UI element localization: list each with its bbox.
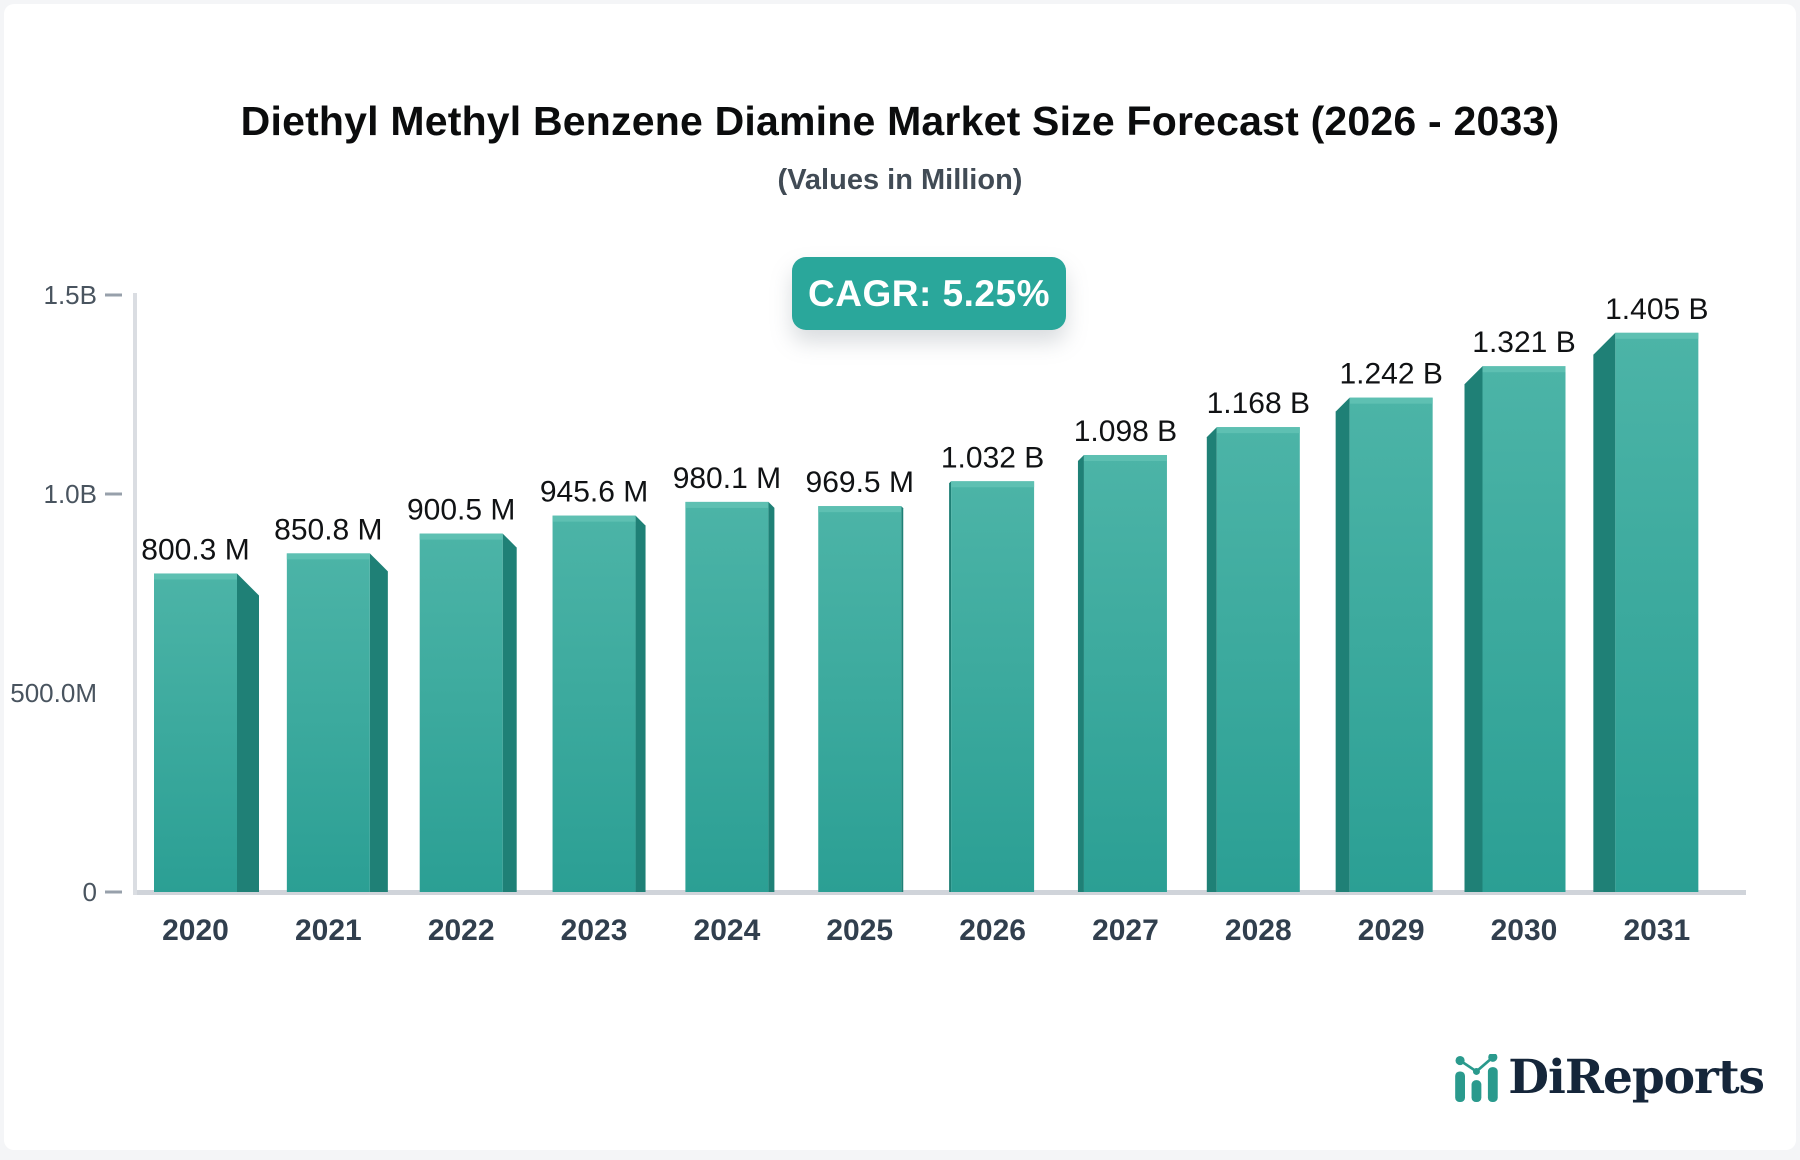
bar-top-face [286,553,370,560]
bar-2021 [286,553,388,892]
bar-front-face [286,553,370,892]
chart-title: Diethyl Methyl Benzene Diamine Market Si… [240,98,1560,144]
axes: 1.5B 1.0B 500.0M 0 [10,280,1746,907]
bar-side-face [369,553,388,892]
bar-top-face [818,506,902,513]
y-tick-label: 1.5B [44,280,98,310]
cagr-badge: CAGR: 5.25% [792,257,1066,330]
bar-top-face [1615,332,1699,339]
bar-front-face [1216,427,1300,892]
x-axis-year-label: 2030 [1491,914,1558,947]
bar-value-label: 945.6 M [540,476,648,509]
bar-value-label: 1.168 B [1207,387,1310,420]
x-axis-year-label: 2028 [1225,914,1292,947]
x-axis-year-label: 2024 [694,914,761,947]
x-axis-year-label: 2020 [162,914,229,947]
bar-2026 [949,481,1035,892]
bar-front-face [818,506,902,892]
bar-front-face [1482,366,1566,892]
bar-value-label: 1.321 B [1472,326,1575,359]
bar-front-face [1615,332,1699,892]
bar-top-face [1349,397,1433,404]
bar-2025 [818,506,904,892]
bar-top-face [1083,454,1167,461]
bar-front-face [154,573,237,892]
bar-side-face [1206,427,1217,892]
bar-front-face [552,515,636,892]
x-axis-year-label: 2029 [1358,914,1425,947]
x-axis-year-label: 2021 [295,914,362,947]
bar-value-label: 1.032 B [941,441,1044,474]
x-axis-year-label: 2031 [1623,914,1690,947]
bar-front-face [1083,454,1167,892]
bar-value-label: 1.405 B [1605,293,1708,326]
bar-front-face [1349,397,1433,892]
bar-top-face [419,533,503,540]
bar-2028 [1206,427,1300,892]
bar-chart: 1.5B 1.0B 500.0M 0 800.3 M 2020 850.8 M 2021 90… [10,280,1746,947]
bar-value-label: 1.098 B [1074,415,1177,448]
x-axis-year-label: 2026 [959,914,1026,947]
bar-2023 [552,515,646,892]
bar-2030 [1464,366,1566,892]
bar-side-face [1593,332,1616,892]
y-axis-line [133,293,137,895]
bar-2031 [1593,332,1699,892]
bar-side-face [502,533,517,892]
bar-2027 [1077,454,1167,892]
bar-front-face [951,481,1035,892]
bar-top-face [154,573,237,580]
bar-top-face [951,481,1035,488]
labels: 800.3 M 2020 850.8 M 2021 900.5 M 2022 945.6 M… [141,293,1708,947]
bar-top-face [1216,427,1300,434]
bar-2020 [154,573,259,892]
bar-top-face [1482,366,1566,373]
x-axis-year-label: 2025 [826,914,893,947]
x-axis-year-label: 2023 [561,914,628,947]
y-tick-label: 500.0M [10,678,97,708]
y-tick-label: 0 [83,877,97,907]
bar-value-label: 980.1 M [673,462,781,495]
bar-line-chart-icon [1455,1054,1498,1102]
chart-subtitle: (Values in Million) [777,164,1023,196]
chart-card: Diethyl Methyl Benzene Diamine Market Si… [4,4,1796,1150]
direports-logo: DiReports [1455,1050,1765,1105]
x-axis-year-label: 2027 [1092,914,1159,947]
bar-2024 [685,501,775,892]
bar-value-label: 800.3 M [141,533,249,566]
bar-top-face [552,515,636,522]
bar-side-face [635,515,646,892]
bar-value-label: 1.242 B [1339,358,1442,391]
bar-side-face [949,481,952,892]
bar-2029 [1335,397,1433,892]
bar-front-face [685,501,769,892]
x-axis-year-label: 2022 [428,914,495,947]
bar-side-face [768,501,775,892]
bar-top-face [685,501,769,508]
bars [154,332,1699,892]
bar-value-label: 900.5 M [407,494,515,527]
bar-side-face [901,506,904,892]
x-axis-line [133,890,1746,895]
bar-value-label: 850.8 M [274,513,382,546]
bar-side-face [1077,454,1084,892]
logo-text: DiReports [1508,1050,1765,1105]
bar-side-face [1335,397,1350,892]
bar-2022 [419,533,517,892]
y-tick-dash [105,293,122,297]
y-tick-label: 1.0B [44,479,98,509]
bar-value-label: 969.5 M [806,466,914,499]
bar-front-face [419,533,503,892]
y-tick-dash [105,890,122,894]
bar-side-face [237,573,259,892]
y-tick-dash [105,492,122,496]
bar-side-face [1464,366,1483,892]
